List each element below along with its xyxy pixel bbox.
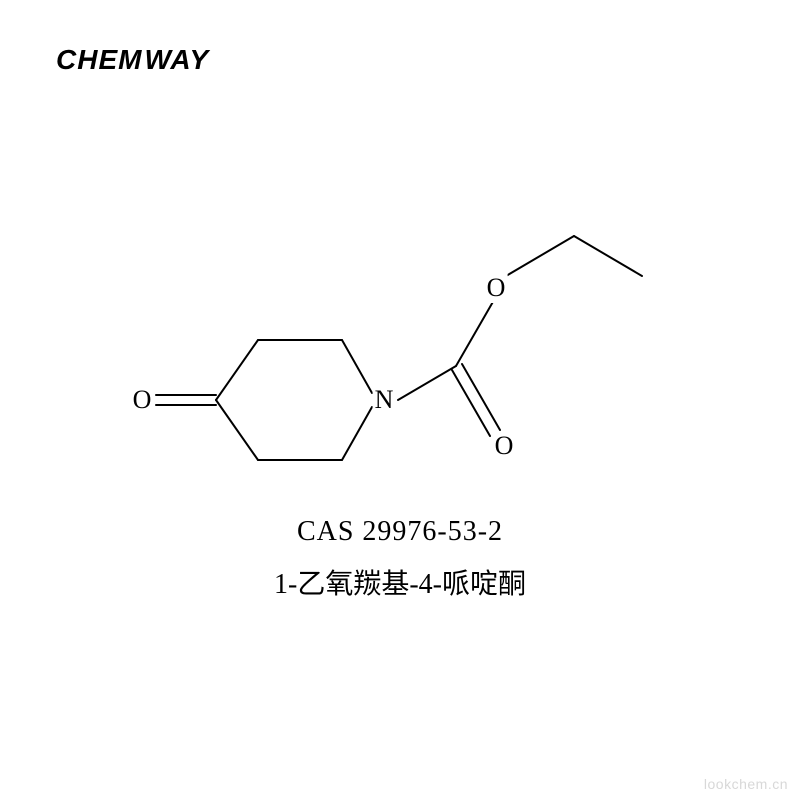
logo-right: WAY	[144, 44, 209, 75]
chemical-structure	[0, 0, 800, 800]
atom-label-o-ester-double: O	[493, 431, 516, 461]
compound-name: 1-乙氧羰基-4-哌啶酮	[0, 562, 800, 602]
page-root: CHEMWAY	[0, 0, 800, 800]
atom-label-n: N	[373, 385, 396, 415]
atom-label-o-ketone: O	[131, 385, 154, 415]
brand-logo: CHEMWAY	[56, 44, 209, 76]
cas-number: CAS 29976-53-2	[0, 516, 800, 548]
atom-label-o-ester-single: O	[485, 273, 508, 303]
watermark: lookchem.cn	[704, 776, 788, 792]
logo-left: CHEM	[56, 44, 142, 75]
